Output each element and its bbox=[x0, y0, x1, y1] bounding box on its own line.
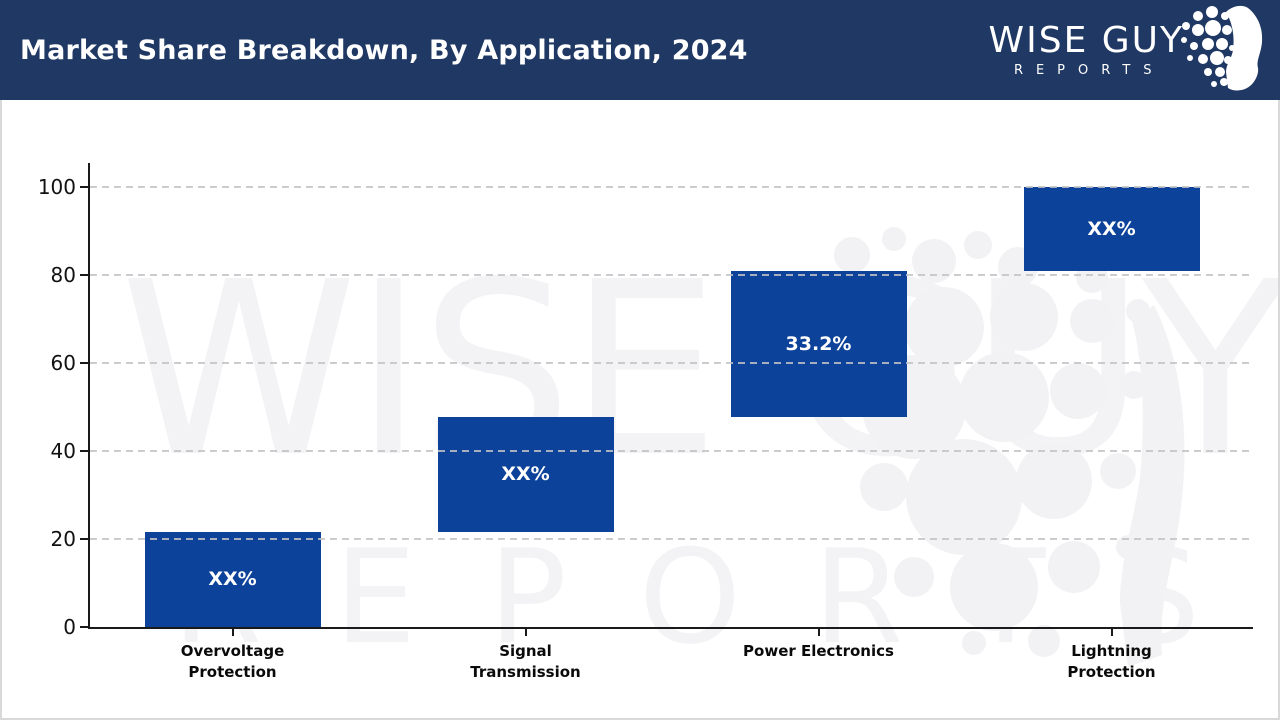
logo-face-icon bbox=[1181, 5, 1263, 91]
y-tick bbox=[80, 626, 88, 628]
y-tick bbox=[80, 274, 88, 276]
category-label: Overvoltage Protection bbox=[180, 642, 285, 681]
page-title: Market Share Breakdown, By Application, … bbox=[20, 34, 748, 66]
bar-value-label: 33.2% bbox=[785, 332, 852, 355]
header-bar: Market Share Breakdown, By Application, … bbox=[0, 0, 1280, 100]
y-tick-label: 80 bbox=[50, 263, 76, 287]
gridline-60 bbox=[90, 362, 1250, 364]
y-tick bbox=[80, 362, 88, 364]
bar-value-label: XX% bbox=[1087, 217, 1136, 240]
x-tick bbox=[524, 629, 527, 636]
y-tick bbox=[80, 450, 88, 452]
category-label: Signal Transmission bbox=[470, 642, 581, 681]
logo-wordmark: WISE GUY bbox=[988, 19, 1184, 61]
gridline-100 bbox=[90, 186, 1250, 188]
bar-lightning-protection: XX% bbox=[1023, 187, 1200, 271]
x-tick bbox=[231, 629, 234, 636]
y-tick-label: 20 bbox=[50, 527, 76, 551]
y-axis-line bbox=[88, 163, 90, 629]
bar-signal-transmission: XX% bbox=[437, 416, 614, 532]
y-tick-label: 40 bbox=[50, 439, 76, 463]
gridline-40 bbox=[90, 450, 1250, 452]
bar-value-label: XX% bbox=[501, 463, 550, 486]
bar-value-label: XX% bbox=[208, 568, 257, 591]
chart-area: WISE GUY REPORTS 0 20 40 60 80 100 XX% XX% 33.2%… bbox=[0, 100, 1280, 720]
y-tick-label: 100 bbox=[37, 175, 76, 199]
category-label: Power Electronics bbox=[743, 642, 894, 660]
gridline-20 bbox=[90, 538, 1250, 540]
gridline-80 bbox=[90, 274, 1250, 276]
x-axis-line bbox=[88, 627, 1253, 629]
y-tick-label: 60 bbox=[50, 351, 76, 375]
y-tick bbox=[80, 186, 88, 188]
y-tick bbox=[80, 538, 88, 540]
x-tick bbox=[817, 629, 820, 636]
x-tick bbox=[1110, 629, 1113, 636]
wiseguy-logo: WISE GUY REPORTS bbox=[989, 0, 1267, 100]
y-tick-label: 0 bbox=[63, 615, 76, 639]
bar-overvoltage-protection: XX% bbox=[144, 531, 321, 627]
category-label: Lightning Protection bbox=[1067, 642, 1156, 681]
logo-subtitle: REPORTS bbox=[1013, 62, 1165, 78]
bar-power-electronics: 33.2% bbox=[730, 270, 907, 417]
